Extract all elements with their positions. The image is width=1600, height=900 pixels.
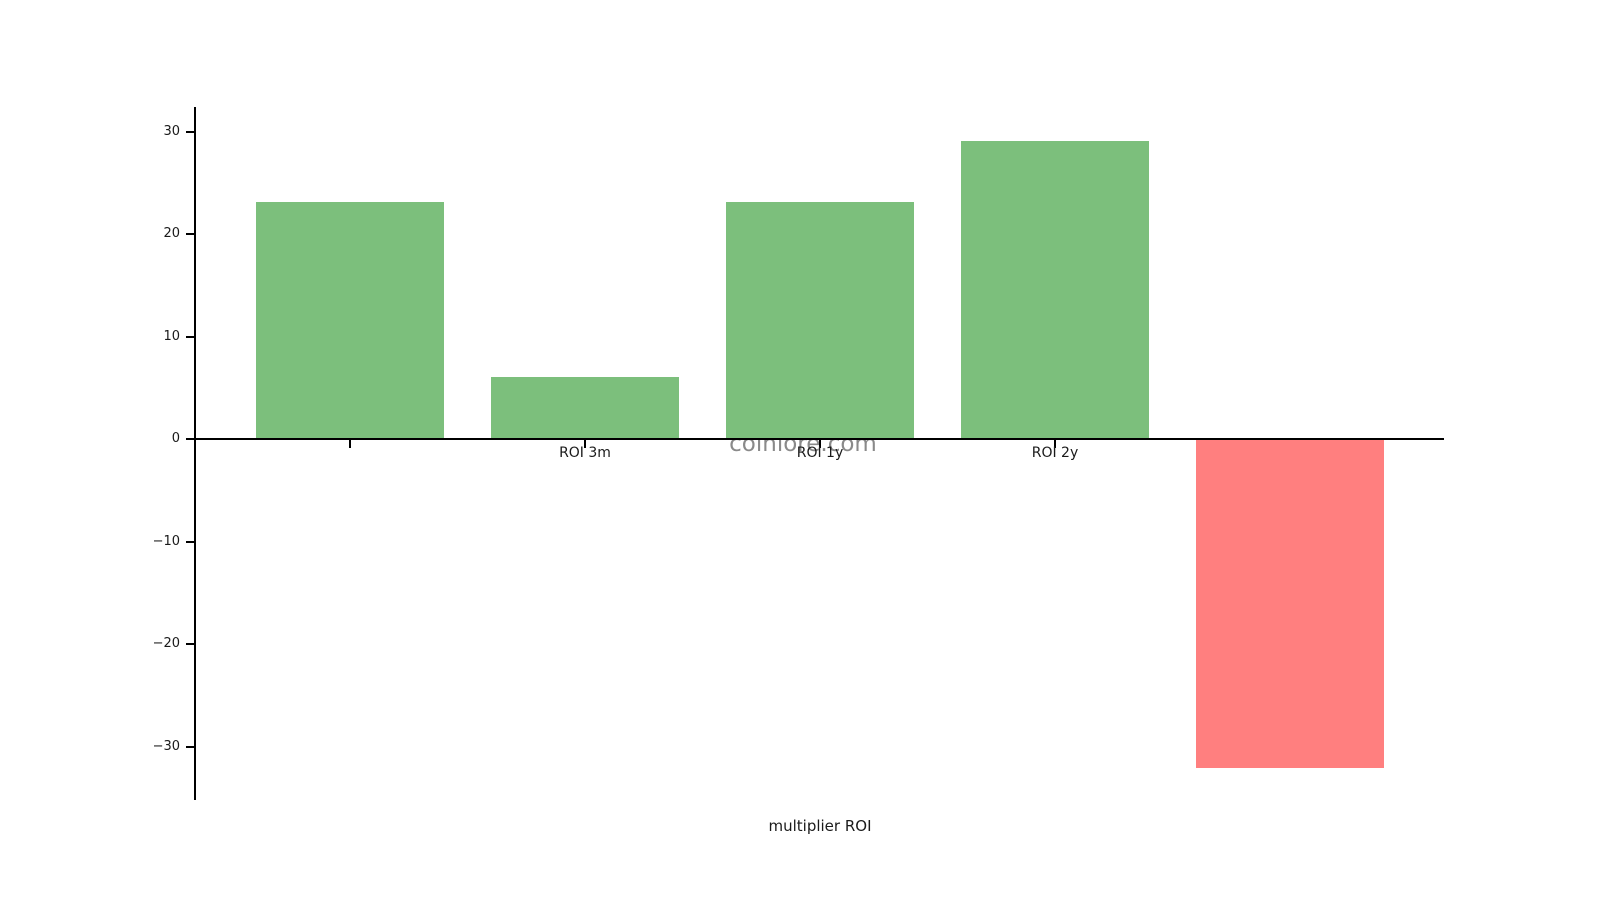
bar-unlabeled-0 bbox=[256, 202, 444, 438]
x-tick bbox=[819, 440, 821, 448]
y-tick bbox=[186, 540, 194, 543]
x-tick bbox=[1054, 440, 1056, 448]
y-tick-label: −30 bbox=[152, 738, 180, 754]
y-tick-label: −20 bbox=[152, 636, 180, 651]
y-tick-label: −10 bbox=[152, 533, 180, 549]
y-tick bbox=[186, 643, 194, 645]
bar-roi-2y bbox=[961, 140, 1149, 438]
x-tick-label: ROI 1y bbox=[796, 445, 844, 461]
x-tick bbox=[349, 440, 351, 448]
x-tick-label: ROI 2y bbox=[1031, 445, 1079, 461]
y-axis-spine bbox=[194, 107, 196, 800]
y-tick-label: 10 bbox=[163, 328, 180, 344]
y-tick bbox=[186, 438, 194, 440]
y-tick bbox=[186, 233, 194, 235]
y-tick bbox=[186, 745, 194, 748]
bar-roi-3m bbox=[491, 376, 679, 438]
x-tick bbox=[584, 440, 586, 448]
bar-roi-1y bbox=[726, 202, 914, 438]
x-axis-title: multiplier ROI bbox=[768, 817, 872, 835]
bar-unlabeled-4 bbox=[1196, 440, 1384, 768]
x-tick-label: ROI 3m bbox=[559, 445, 611, 461]
y-tick-label: 20 bbox=[163, 226, 180, 241]
y-tick bbox=[186, 130, 194, 133]
y-tick-label: 30 bbox=[163, 123, 180, 139]
y-tick-label: 0 bbox=[171, 431, 180, 446]
x-axis-line bbox=[194, 438, 1444, 440]
y-tick bbox=[186, 335, 194, 338]
